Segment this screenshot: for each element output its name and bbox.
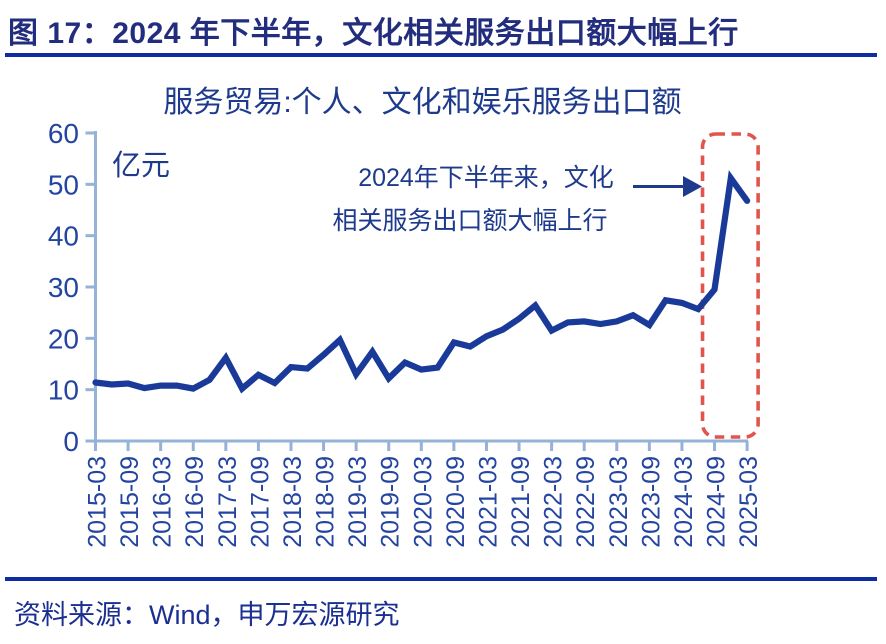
x-tick-label: 2018-03 bbox=[279, 456, 307, 548]
y-tick-label: 10 bbox=[48, 375, 79, 406]
y-axis-unit-label: 亿元 bbox=[112, 150, 171, 182]
y-tick-label: 50 bbox=[48, 169, 79, 200]
x-tick-label: 2020-03 bbox=[409, 456, 437, 548]
chart-title: 服务贸易:个人、文化和娱乐服务出口额 bbox=[163, 86, 682, 119]
annotation-line-1: 2024年下半年来，文化 bbox=[358, 164, 614, 192]
x-tick-label: 2019-09 bbox=[377, 456, 405, 548]
x-tick-label: 2022-09 bbox=[572, 456, 600, 548]
annotation-line-2: 相关服务出口额大幅上行 bbox=[332, 207, 608, 235]
x-tick-label: 2016-09 bbox=[181, 456, 209, 548]
y-tick-label: 0 bbox=[63, 426, 79, 457]
x-tick-label: 2018-09 bbox=[312, 456, 340, 548]
x-tick-label: 2020-09 bbox=[442, 456, 470, 548]
highlight-box bbox=[700, 132, 760, 439]
title-divider bbox=[5, 53, 877, 57]
x-tick-label: 2022-03 bbox=[540, 456, 568, 548]
x-tick-label: 2015-03 bbox=[84, 456, 112, 548]
x-tick-label: 2024-03 bbox=[670, 456, 698, 548]
y-tick-label: 40 bbox=[48, 221, 79, 252]
y-tick-label: 30 bbox=[48, 272, 79, 303]
x-tick-label: 2016-03 bbox=[149, 456, 177, 548]
x-tick-label: 2025-03 bbox=[735, 456, 763, 548]
footer-divider bbox=[5, 577, 877, 581]
x-tick-label: 2024-09 bbox=[703, 456, 731, 548]
arrow-head bbox=[683, 176, 703, 197]
x-tick-label: 2021-03 bbox=[474, 456, 502, 548]
figure-title: 图 17：2024 年下半年，文化相关服务出口额大幅上行 bbox=[8, 17, 739, 50]
y-tick-label: 60 bbox=[48, 118, 79, 149]
x-tick-label: 2019-03 bbox=[344, 456, 372, 548]
x-tick-label: 2023-03 bbox=[605, 456, 633, 548]
x-tick-label: 2015-09 bbox=[116, 456, 144, 548]
x-tick-label: 2017-09 bbox=[246, 456, 274, 548]
data-series-line bbox=[92, 170, 751, 394]
source-note: 资料来源：Wind，申万宏源研究 bbox=[14, 600, 400, 630]
y-tick-label: 20 bbox=[48, 323, 79, 354]
x-tick-label: 2017-03 bbox=[214, 456, 242, 548]
x-tick-label: 2023-09 bbox=[637, 456, 665, 548]
x-tick-label: 2021-09 bbox=[507, 456, 535, 548]
